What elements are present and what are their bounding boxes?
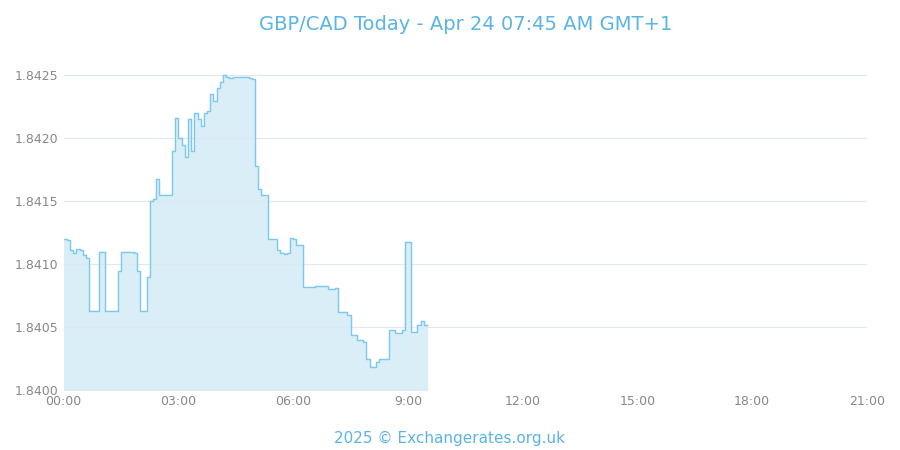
- Title: GBP/CAD Today - Apr 24 07:45 AM GMT+1: GBP/CAD Today - Apr 24 07:45 AM GMT+1: [258, 15, 672, 34]
- Text: 2025 © Exchangerates.org.uk: 2025 © Exchangerates.org.uk: [335, 431, 565, 446]
